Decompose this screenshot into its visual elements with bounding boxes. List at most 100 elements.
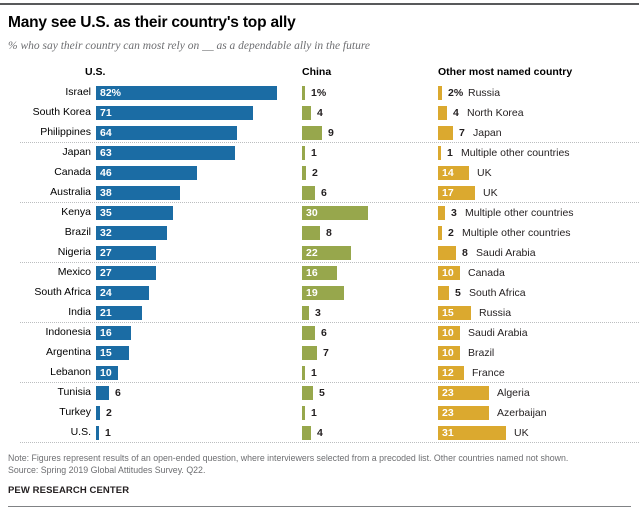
bar-value-china: 4 — [317, 107, 323, 119]
other-country-name: South Africa — [469, 287, 526, 299]
bar-other — [438, 146, 441, 160]
bar-value-china: 16 — [306, 267, 318, 279]
bar-value-china: 19 — [306, 287, 318, 299]
category-label: Tunisia — [57, 386, 91, 398]
bar-value-us: 21 — [100, 307, 112, 319]
column-header-china: China — [302, 66, 332, 78]
bar-us — [96, 306, 142, 320]
bar-value-us: 82% — [100, 87, 122, 99]
bar-us — [96, 166, 197, 180]
group-separator — [20, 202, 639, 203]
bar-value-other: 17 — [442, 187, 454, 199]
group-separator — [20, 322, 639, 323]
bar-us — [96, 246, 156, 260]
bar-value-other: 8 — [462, 247, 468, 259]
other-country-name: Brazil — [468, 347, 495, 359]
top-rule — [0, 3, 639, 5]
bar-value-china: 1% — [311, 87, 327, 99]
category-label: India — [68, 306, 91, 318]
table-row: Argentina 15 7 10 Brazil — [0, 344, 639, 364]
bar-value-china: 1 — [311, 147, 317, 159]
bar-value-us: 38 — [100, 187, 112, 199]
bar-other — [438, 366, 464, 380]
bar-value-us: 27 — [100, 267, 112, 279]
bar-us — [96, 286, 149, 300]
chart-plot-area: Israel 82% 1% 2% Russia South Korea 71 4 4 North … — [0, 84, 639, 443]
bar-value-us: 2 — [106, 407, 112, 419]
bar-other — [438, 406, 489, 420]
table-row: Lebanon 10 1 12 France — [0, 364, 639, 384]
bar-value-china: 5 — [319, 387, 325, 399]
bar-value-us: 1 — [105, 427, 111, 439]
bar-china — [302, 126, 322, 140]
bar-other — [438, 106, 447, 120]
bar-china — [302, 266, 337, 280]
bar-value-other: 10 — [442, 327, 454, 339]
category-label: Canada — [54, 166, 91, 178]
bar-value-other: 3 — [451, 207, 457, 219]
bar-value-us: 6 — [115, 387, 121, 399]
other-country-name: UK — [477, 167, 492, 179]
bar-other — [438, 226, 442, 240]
table-row: Australia 38 6 17 UK — [0, 184, 639, 204]
other-country-name: Azerbaijan — [497, 407, 547, 419]
bar-us — [96, 326, 131, 340]
bar-other — [438, 206, 445, 220]
bar-value-us: 71 — [100, 107, 112, 119]
bar-value-other: 12 — [442, 367, 454, 379]
category-label: Argentina — [46, 346, 91, 358]
other-country-name: Multiple other countries — [461, 147, 570, 159]
bar-china — [302, 286, 344, 300]
bar-other — [438, 346, 460, 360]
bar-us — [96, 206, 173, 220]
bar-other — [438, 266, 460, 280]
table-row: Mexico 27 16 10 Canada — [0, 264, 639, 284]
bar-china — [302, 306, 309, 320]
chart-note: Note: Figures represent results of an op… — [8, 453, 569, 463]
bar-us — [96, 126, 237, 140]
category-label: Israel — [65, 86, 91, 98]
table-row: Nigeria 27 22 8 Saudi Arabia — [0, 244, 639, 264]
bar-china — [302, 226, 320, 240]
table-row: Japan 63 1 1 Multiple other countries — [0, 144, 639, 164]
bar-us — [96, 186, 180, 200]
table-row: Indonesia 16 6 10 Saudi Arabia — [0, 324, 639, 344]
table-row: Israel 82% 1% 2% Russia — [0, 84, 639, 104]
bar-value-china: 3 — [315, 307, 321, 319]
other-country-name: Saudi Arabia — [476, 247, 536, 259]
bar-value-us: 46 — [100, 167, 112, 179]
category-label: South Korea — [32, 106, 91, 118]
group-separator — [20, 382, 639, 383]
bar-other — [438, 386, 489, 400]
other-country-name: Multiple other countries — [465, 207, 574, 219]
bar-value-china: 1 — [311, 407, 317, 419]
bar-value-us: 32 — [100, 227, 112, 239]
bar-other — [438, 166, 469, 180]
bar-value-china: 1 — [311, 367, 317, 379]
table-row: Canada 46 2 14 UK — [0, 164, 639, 184]
bar-value-china: 6 — [321, 327, 327, 339]
bar-china — [302, 86, 305, 100]
category-label: South Africa — [34, 286, 91, 298]
bottom-rule — [8, 506, 631, 507]
category-label: Nigeria — [57, 246, 91, 258]
bar-us — [96, 426, 99, 440]
bar-value-us: 35 — [100, 207, 112, 219]
bar-value-china: 2 — [312, 167, 318, 179]
bar-value-china: 22 — [306, 247, 318, 259]
bar-china — [302, 146, 305, 160]
bar-us — [96, 366, 118, 380]
bar-china — [302, 406, 305, 420]
bar-value-other: 5 — [455, 287, 461, 299]
other-country-name: UK — [483, 187, 498, 199]
bar-other — [438, 246, 456, 260]
bar-value-china: 8 — [326, 227, 332, 239]
category-label: Kenya — [61, 206, 91, 218]
bar-value-us: 15 — [100, 347, 112, 359]
other-country-name: UK — [514, 427, 529, 439]
bar-value-other: 10 — [442, 347, 454, 359]
other-country-name: Saudi Arabia — [468, 327, 528, 339]
other-country-name: Algeria — [497, 387, 530, 399]
bar-other — [438, 126, 453, 140]
category-label: Turkey — [59, 406, 91, 418]
